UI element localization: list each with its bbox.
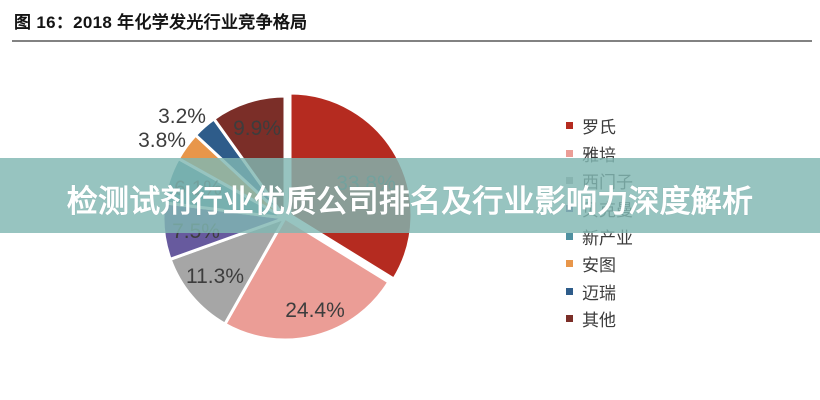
legend-swatch-icon xyxy=(566,149,573,157)
legend-label: 新产业 xyxy=(582,228,633,248)
legend-label: 罗氏 xyxy=(582,118,616,138)
legend-swatch-icon xyxy=(566,287,573,295)
legend-item-snibe: 新产业 xyxy=(566,222,633,250)
legend-item-autobio: 安图 xyxy=(566,250,633,278)
slice-label-others: 9.9% xyxy=(233,117,281,140)
legend-item-mindray: 迈瑞 xyxy=(566,278,633,306)
legend-item-others: 其他 xyxy=(566,305,633,333)
legend-label: 迈瑞 xyxy=(582,283,616,303)
slice-label-siemens: 11.3% xyxy=(186,265,244,288)
figure-title: 图 16：2018 年化学发光行业竞争格局 xyxy=(14,13,308,32)
pie-slice-siemens xyxy=(168,216,287,326)
legend-swatch-icon xyxy=(566,122,573,130)
legend-label: 安图 xyxy=(582,256,616,276)
legend-item-roche: 罗氏 xyxy=(566,112,633,140)
slice-label-mindray: 3.2% xyxy=(158,105,206,128)
slice-label-abbott: 24.4% xyxy=(285,299,345,322)
banner-text: 检测试剂行业优质公司排名及行业影响力深度解析 xyxy=(66,184,754,219)
legend-swatch-icon xyxy=(566,315,573,323)
title-divider xyxy=(12,40,812,42)
pie-slice-abbott xyxy=(223,216,391,342)
legend-swatch-icon xyxy=(566,260,573,268)
slice-label-autobio: 3.8% xyxy=(138,129,186,152)
legend-label: 其他 xyxy=(582,311,616,331)
watermark-banner: 检测试剂行业优质公司排名及行业影响力深度解析 xyxy=(0,158,820,233)
legend-swatch-icon xyxy=(566,232,573,240)
